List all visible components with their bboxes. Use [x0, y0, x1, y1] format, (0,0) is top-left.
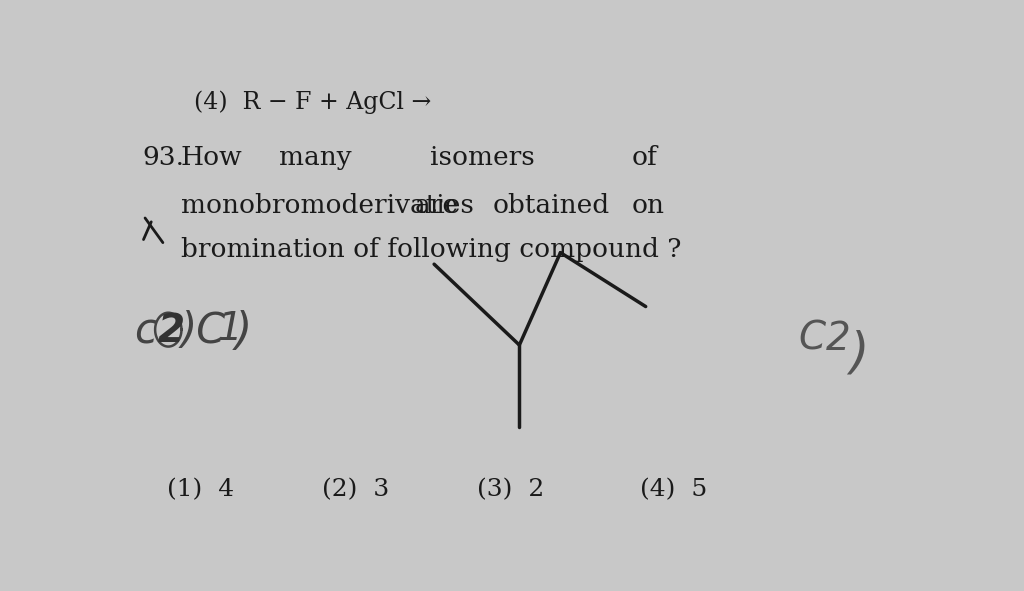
- Text: isomers: isomers: [430, 145, 535, 170]
- Text: (4)  5: (4) 5: [640, 478, 707, 501]
- Text: ): ): [234, 310, 252, 353]
- Text: How: How: [180, 145, 243, 170]
- Text: bromination of following compound ?: bromination of following compound ?: [180, 237, 681, 262]
- Text: of: of: [632, 145, 657, 170]
- Text: are: are: [415, 193, 459, 218]
- Text: ): ): [849, 330, 868, 378]
- Text: c: c: [134, 310, 157, 352]
- Text: (3)  2: (3) 2: [477, 478, 544, 501]
- Text: many: many: [280, 145, 352, 170]
- Text: 1: 1: [217, 310, 242, 348]
- Text: 93.: 93.: [142, 145, 184, 170]
- Text: 2: 2: [158, 312, 184, 350]
- Text: monobromoderivaties: monobromoderivaties: [180, 193, 473, 218]
- Text: (4)  R − F + AgCl →: (4) R − F + AgCl →: [194, 91, 431, 115]
- Text: (1)  4: (1) 4: [167, 478, 233, 501]
- Text: obtained: obtained: [493, 193, 609, 218]
- Text: (2)  3: (2) 3: [322, 478, 389, 501]
- Text: C: C: [799, 320, 825, 358]
- Text: 2: 2: [825, 320, 850, 358]
- Text: )C: )C: [180, 310, 226, 352]
- Text: on: on: [632, 193, 665, 218]
